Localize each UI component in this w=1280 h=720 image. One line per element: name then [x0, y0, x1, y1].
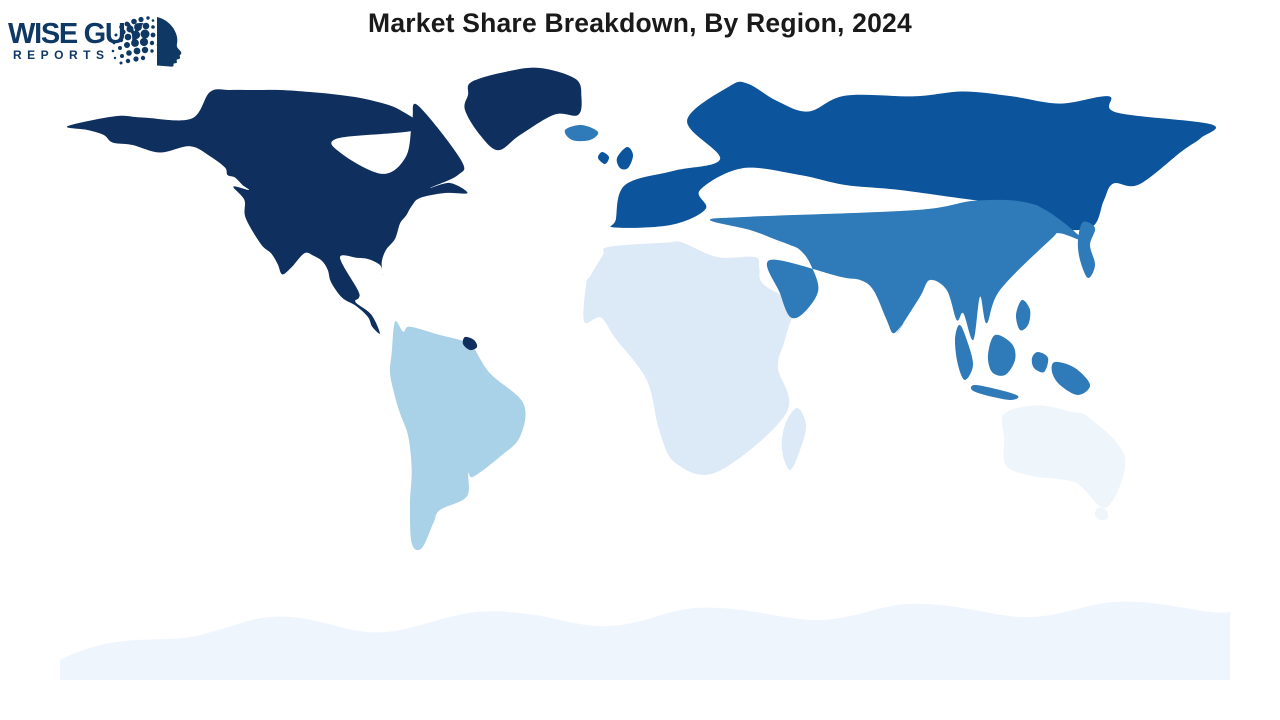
svg-text:REPORTS: REPORTS: [13, 48, 110, 62]
